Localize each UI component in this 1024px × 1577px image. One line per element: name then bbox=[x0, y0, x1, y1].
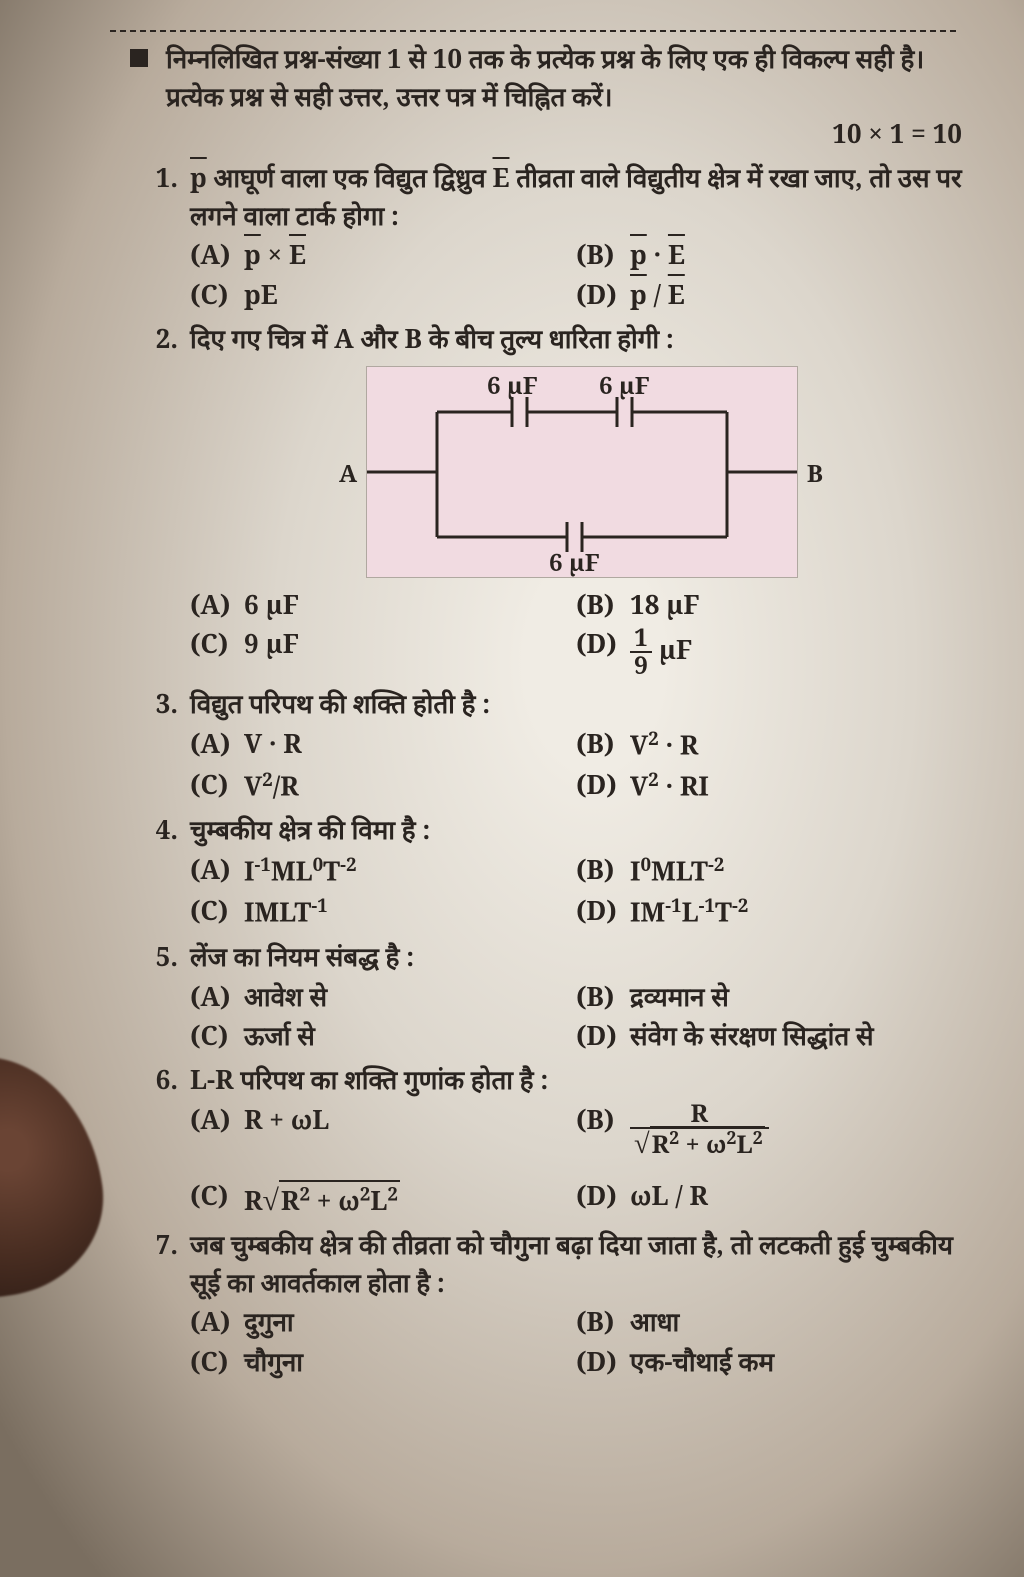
question-6: 6. L-R परिपथ का शक्ति गुणांक होता है : (… bbox=[130, 1061, 974, 1220]
node-a-label: A bbox=[339, 457, 357, 492]
option-c: (C)pE bbox=[190, 276, 568, 314]
question-2: 2. दिए गए चित्र में A और B के बीच तुल्य … bbox=[130, 320, 974, 679]
cap-bottom-label: 6 µF bbox=[549, 546, 600, 581]
cap-top1-label: 6 µF bbox=[487, 369, 538, 404]
question-text: लेंज का नियम संबद्ध है : bbox=[190, 938, 974, 976]
question-text: चुम्बकीय क्षेत्र की विमा है : bbox=[190, 811, 974, 849]
question-text: दिए गए चित्र में A और B के बीच तुल्य धार… bbox=[190, 320, 974, 358]
option-d: (D)एक-चौथाई कम bbox=[576, 1343, 954, 1381]
option-b: (B)p · E bbox=[576, 236, 954, 274]
option-c: (C)V2/R bbox=[190, 766, 568, 805]
question-number: 7. bbox=[130, 1226, 190, 1381]
question-text: p आघूर्ण वाला एक विद्युत द्विध्रुव E तीव… bbox=[190, 159, 974, 234]
options-grid: (A)I-1ML0T-2 (B)I0MLT-2 (C)IMLT-1 (D)IM-… bbox=[190, 851, 974, 932]
top-dash-line bbox=[110, 30, 956, 32]
node-b-label: B bbox=[807, 457, 823, 492]
options-grid: (A)V · R (B)V2 · R (C)V2/R (D)V2 · RI bbox=[190, 725, 974, 806]
option-a: (A)p × E bbox=[190, 236, 568, 274]
instructions-text: निम्नलिखित प्रश्न-संख्या 1 से 10 तक के प… bbox=[166, 40, 974, 115]
question-4: 4. चुम्बकीय क्षेत्र की विमा है : (A)I-1M… bbox=[130, 811, 974, 931]
options-grid: (A)आवेश से (B)द्रव्यमान से (C)ऊर्जा से (… bbox=[190, 978, 974, 1055]
option-d: (D)19 µF bbox=[576, 625, 954, 679]
exam-page: निम्नलिखित प्रश्न-संख्या 1 से 10 तक के प… bbox=[0, 0, 1024, 1577]
option-d: (D)p / E bbox=[576, 276, 954, 314]
option-a: (A)दुगुना bbox=[190, 1303, 568, 1341]
option-a: (A)R + ωL bbox=[190, 1101, 568, 1159]
option-c: (C)IMLT-1 bbox=[190, 892, 568, 931]
option-a: (A)V · R bbox=[190, 725, 568, 764]
question-number: 1. bbox=[130, 159, 190, 314]
option-d: (D)V2 · RI bbox=[576, 766, 954, 805]
option-c: (C)चौगुना bbox=[190, 1343, 568, 1381]
question-number: 3. bbox=[130, 685, 190, 805]
vector-p: p bbox=[190, 159, 207, 195]
options-grid: (A)R + ωL (B)R√R2 + ω2L2 (C)R√R2 + ω2L2 … bbox=[190, 1101, 974, 1220]
option-b: (B)I0MLT-2 bbox=[576, 851, 954, 890]
options-grid: (A)p × E (B)p · E (C)pE (D)p / E bbox=[190, 236, 974, 313]
options-grid: (A)दुगुना (B)आधा (C)चौगुना (D)एक-चौथाई क… bbox=[190, 1303, 974, 1380]
question-number: 4. bbox=[130, 811, 190, 931]
thumb-shadow bbox=[0, 1043, 116, 1311]
circuit-diagram-wrap: A B 6 µF 6 µF 6 µF bbox=[190, 366, 974, 578]
circuit-diagram: A B 6 µF 6 µF 6 µF bbox=[366, 366, 798, 578]
cap-top2-label: 6 µF bbox=[599, 369, 650, 404]
question-text: विद्युत परिपथ की शक्ति होती है : bbox=[190, 685, 974, 723]
question-1: 1. p आघूर्ण वाला एक विद्युत द्विध्रुव E … bbox=[130, 159, 974, 314]
option-b: (B)द्रव्यमान से bbox=[576, 978, 954, 1016]
question-text: L-R परिपथ का शक्ति गुणांक होता है : bbox=[190, 1061, 974, 1099]
instructions-block: निम्नलिखित प्रश्न-संख्या 1 से 10 तक के प… bbox=[130, 40, 974, 115]
question-text: जब चुम्बकीय क्षेत्र की तीव्रता को चौगुना… bbox=[190, 1226, 974, 1301]
option-d: (D)ωL / R bbox=[576, 1177, 954, 1220]
option-b: (B)R√R2 + ω2L2 bbox=[576, 1101, 954, 1159]
option-c: (C)9 µF bbox=[190, 625, 568, 679]
option-d: (D)IM-1L-1T-2 bbox=[576, 892, 954, 931]
option-c: (C)ऊर्जा से bbox=[190, 1017, 568, 1055]
option-a: (A)I-1ML0T-2 bbox=[190, 851, 568, 890]
option-a: (A)आवेश से bbox=[190, 978, 568, 1016]
option-b: (B)V2 · R bbox=[576, 725, 954, 764]
marks-scheme: 10 × 1 = 10 bbox=[130, 115, 974, 153]
bullet-icon bbox=[130, 49, 148, 67]
option-d: (D)संवेग के संरक्षण सिद्धांत से bbox=[576, 1017, 954, 1055]
question-7: 7. जब चुम्बकीय क्षेत्र की तीव्रता को चौग… bbox=[130, 1226, 974, 1381]
option-a: (A)6 µF bbox=[190, 586, 568, 624]
options-grid: (A)6 µF (B)18 µF (C)9 µF (D)19 µF bbox=[190, 586, 974, 680]
vector-e: E bbox=[493, 159, 510, 195]
content-area: निम्नलिखित प्रश्न-संख्या 1 से 10 तक के प… bbox=[130, 30, 974, 1381]
option-b: (B)आधा bbox=[576, 1303, 954, 1341]
question-number: 5. bbox=[130, 938, 190, 1055]
option-c: (C)R√R2 + ω2L2 bbox=[190, 1177, 568, 1220]
question-3: 3. विद्युत परिपथ की शक्ति होती है : (A)V… bbox=[130, 685, 974, 805]
option-b: (B)18 µF bbox=[576, 586, 954, 624]
question-5: 5. लेंज का नियम संबद्ध है : (A)आवेश से (… bbox=[130, 938, 974, 1055]
question-number: 2. bbox=[130, 320, 190, 679]
question-number: 6. bbox=[130, 1061, 190, 1220]
